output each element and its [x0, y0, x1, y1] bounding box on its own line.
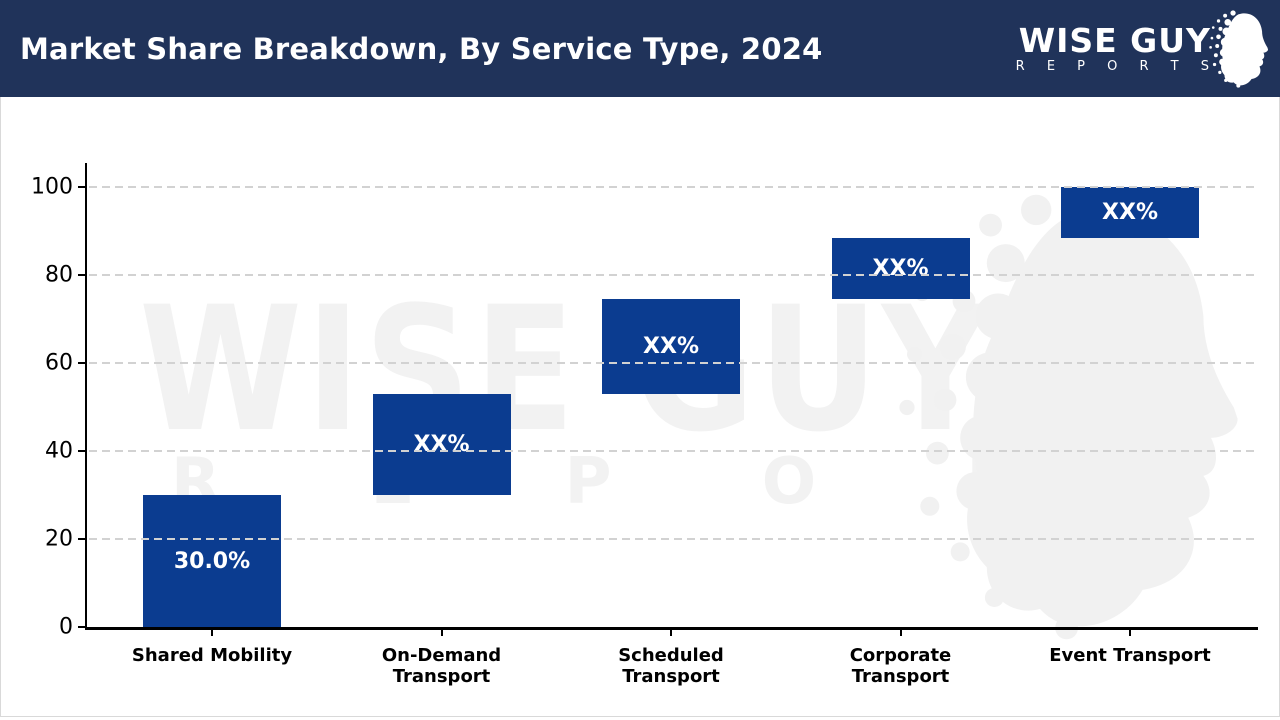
header: Market Share Breakdown, By Service Type,… [0, 0, 1280, 97]
page-title: Market Share Breakdown, By Service Type,… [20, 31, 823, 66]
x-tick [899, 627, 902, 636]
bar-label: XX% [643, 333, 699, 359]
plot-area: 30.0% XX% XX% XX% XX% 0 20 40 60 80 100 Shared Mobi… [1, 97, 1279, 716]
x-tick [440, 627, 443, 636]
bar-label: XX% [413, 431, 470, 457]
bar-label: 30.0% [173, 548, 251, 574]
brand-logo: WISE GUY R E P O R T S [1012, 7, 1280, 91]
y-tick [78, 450, 87, 452]
y-tick-label: 80 [45, 262, 73, 288]
chart-canvas: WISE GUY R E P O R T S 30.0%XX%XX%XX%XX%… [0, 97, 1280, 717]
x-tick-label: Corporate Transport [849, 645, 952, 687]
y-tick-label: 40 [45, 438, 73, 464]
y-tick-label: 60 [45, 350, 73, 376]
gridline [89, 538, 1258, 540]
x-tick [211, 627, 213, 636]
x-tick-label: Event Transport [1049, 645, 1211, 666]
axis-spine-bottom [85, 627, 1258, 630]
bar: XX% [1061, 187, 1199, 238]
y-tick [78, 186, 87, 188]
axis-spine-left [85, 163, 87, 630]
x-tick [1129, 627, 1131, 636]
bar-label: XX% [872, 255, 929, 281]
y-tick-label: 100 [31, 174, 73, 200]
bar: 30.0% [143, 495, 281, 627]
watermark-text: WISE GUY [139, 269, 993, 470]
x-tick [670, 627, 672, 636]
y-tick-label: 0 [59, 614, 73, 640]
x-tick-label: On-Demand Transport [381, 645, 502, 687]
brand-name: WISE GUY [1018, 21, 1211, 60]
bar: XX% [372, 393, 511, 495]
bar-label: XX% [1102, 199, 1158, 225]
gridline [89, 274, 1258, 276]
y-tick [78, 362, 87, 364]
bar: XX% [831, 237, 970, 300]
y-tick [78, 626, 87, 628]
y-tick [78, 274, 87, 276]
y-tick-label: 20 [45, 526, 73, 552]
gridline [89, 362, 1258, 364]
bar: XX% [602, 299, 740, 394]
brand-subname: R E P O R T S [1015, 59, 1218, 74]
brand-text: WISE GUY R E P O R T S [1012, 24, 1218, 73]
x-tick-label: Scheduled Transport [618, 645, 724, 687]
gridline [89, 450, 1258, 452]
x-tick-label: Shared Mobility [131, 645, 293, 666]
wise-guy-head-icon [1209, 9, 1269, 88]
y-tick [78, 538, 87, 540]
gridline [89, 186, 1258, 188]
